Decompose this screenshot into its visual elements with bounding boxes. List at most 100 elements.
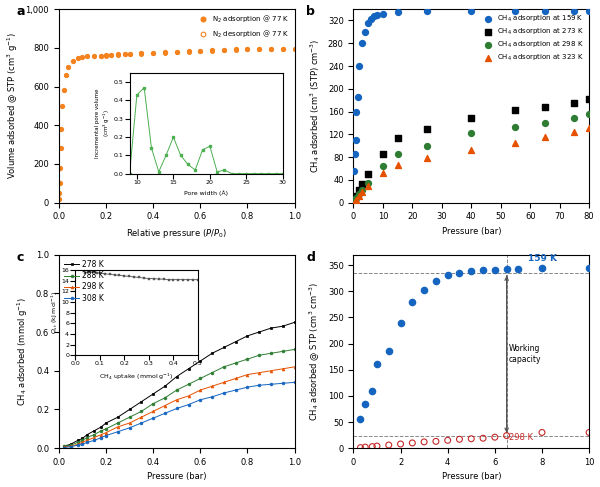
308 K: [161, 411, 169, 416]
N$_2$ adsorption @ 77 K: [244, 46, 251, 52]
308 K: [268, 381, 275, 387]
Legend: 278 K, 288 K, 298 K, 308 K: 278 K, 288 K, 298 K, 308 K: [62, 259, 105, 304]
N$_2$ desorption @ 77 K: [220, 47, 227, 53]
CH$_4$ adsorption at 298 K: [378, 162, 388, 169]
278 K: [114, 414, 121, 420]
278 K: [74, 437, 82, 443]
X-axis label: Pressure (bar): Pressure (bar): [442, 472, 501, 482]
308 K: [173, 406, 181, 412]
CH$_4$ adsorption at 159 K: [361, 28, 370, 36]
Text: b: b: [306, 5, 315, 18]
Point: [584, 429, 594, 436]
278 K: [244, 333, 251, 339]
N$_2$ adsorption @ 77 K: [56, 190, 63, 196]
CH$_4$ adsorption at 159 K: [511, 7, 520, 15]
Point: [478, 434, 488, 442]
288 K: [67, 442, 74, 448]
278 K: [103, 420, 110, 426]
CH$_4$ adsorption at 323 K: [364, 182, 373, 189]
N$_2$ adsorption @ 77 K: [197, 48, 204, 54]
N$_2$ desorption @ 77 K: [121, 52, 128, 57]
278 K: [126, 407, 133, 412]
Point: [466, 435, 476, 443]
N$_2$ adsorption @ 77 K: [279, 46, 286, 52]
Point: [372, 360, 382, 368]
N$_2$ adsorption @ 77 K: [173, 49, 181, 55]
298 K: [114, 424, 121, 430]
308 K: [83, 439, 91, 445]
CH$_4$ adsorption at 298 K: [584, 111, 594, 118]
298 K: [185, 393, 192, 399]
CH$_4$ adsorption at 323 K: [355, 192, 364, 200]
Text: d: d: [306, 251, 315, 263]
288 K: [173, 387, 181, 393]
N$_2$ desorption @ 77 K: [279, 46, 286, 52]
Point: [584, 264, 594, 272]
CH$_4$ adsorption at 159 K: [352, 108, 361, 115]
Point: [431, 277, 441, 284]
Y-axis label: CH$_4$ adsorbed (mmol g$^{-1}$): CH$_4$ adsorbed (mmol g$^{-1}$): [16, 297, 31, 406]
N$_2$ adsorption @ 77 K: [208, 47, 215, 53]
298 K: [103, 430, 110, 435]
308 K: [256, 382, 263, 388]
N$_2$ desorption @ 77 K: [161, 50, 169, 56]
CH$_4$ adsorption at 273 K: [466, 114, 476, 122]
308 K: [291, 379, 298, 385]
298 K: [256, 370, 263, 375]
308 K: [67, 444, 74, 450]
298 K: [60, 444, 67, 450]
298 K: [208, 383, 215, 389]
298 K: [220, 379, 227, 385]
308 K: [244, 384, 251, 390]
288 K: [256, 352, 263, 358]
N$_2$ adsorption @ 77 K: [98, 53, 105, 58]
CH$_4$ adsorption at 273 K: [350, 196, 359, 204]
288 K: [208, 370, 215, 375]
CH$_4$ adsorption at 298 K: [422, 142, 432, 150]
CH$_4$ adsorption at 298 K: [393, 150, 403, 158]
CH$_4$ adsorption at 273 K: [569, 99, 579, 107]
CH$_4$ adsorption at 159 K: [569, 7, 579, 15]
N$_2$ desorption @ 77 K: [197, 48, 204, 54]
278 K: [79, 435, 86, 441]
CH$_4$ adsorption at 298 K: [511, 123, 520, 131]
288 K: [291, 347, 298, 353]
288 K: [244, 356, 251, 362]
Point: [455, 435, 464, 443]
298 K: [91, 434, 98, 440]
N$_2$ adsorption @ 77 K: [291, 46, 298, 52]
N$_2$ adsorption @ 77 K: [56, 165, 64, 171]
CH$_4$ adsorption at 323 K: [393, 161, 403, 169]
308 K: [197, 397, 204, 403]
N$_2$ adsorption @ 77 K: [103, 52, 110, 58]
N$_2$ desorption @ 77 K: [232, 47, 239, 53]
CH$_4$ adsorption at 323 K: [378, 169, 388, 177]
Point: [502, 265, 511, 273]
Point: [407, 439, 417, 447]
CH$_4$ adsorption at 323 K: [569, 128, 579, 136]
CH$_4$ adsorption at 273 K: [584, 95, 594, 103]
N$_2$ adsorption @ 77 K: [149, 50, 157, 56]
CH$_4$ adsorption at 159 K: [372, 11, 382, 19]
N$_2$ adsorption @ 77 K: [126, 51, 133, 56]
288 K: [149, 401, 157, 407]
Text: c: c: [16, 251, 24, 263]
N$_2$ desorption @ 77 K: [138, 51, 145, 56]
N$_2$ desorption @ 77 K: [149, 50, 157, 56]
Line: 308 K: 308 K: [62, 381, 296, 449]
Point: [490, 266, 500, 274]
278 K: [256, 329, 263, 335]
298 K: [197, 387, 204, 393]
278 K: [60, 443, 67, 449]
CH$_4$ adsorption at 273 K: [358, 180, 367, 188]
298 K: [279, 366, 286, 372]
N$_2$ desorption @ 77 K: [185, 49, 192, 55]
308 K: [79, 441, 86, 447]
CH$_4$ adsorption at 273 K: [364, 170, 373, 178]
CH$_4$ adsorption at 298 K: [352, 194, 361, 202]
278 K: [91, 428, 98, 433]
Line: 278 K: 278 K: [62, 321, 296, 448]
N$_2$ adsorption @ 77 K: [185, 48, 192, 54]
288 K: [98, 428, 105, 433]
278 K: [98, 424, 105, 430]
